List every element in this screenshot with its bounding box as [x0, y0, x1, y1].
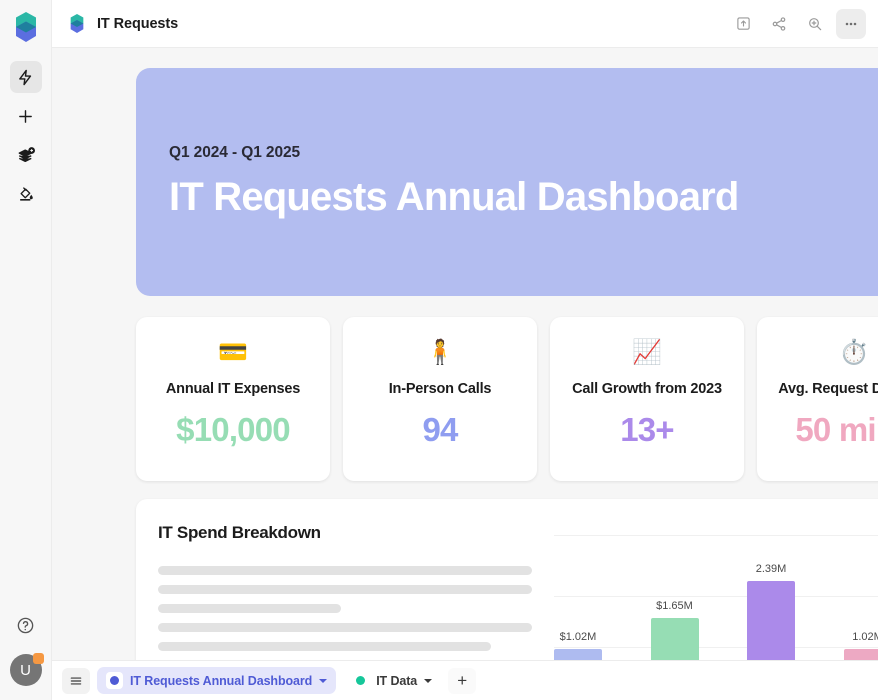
- plus-icon: [19, 109, 32, 123]
- help-button[interactable]: [16, 616, 35, 640]
- skeleton-line: [158, 604, 342, 613]
- avatar-initial: U: [9, 654, 42, 686]
- main-area: IT Requests: [52, 0, 878, 700]
- tab-dot-icon: [356, 676, 366, 685]
- bar-column: $1.65M: [650, 535, 699, 660]
- hero-date-range: Q1 2024 - Q1 2025: [169, 144, 301, 161]
- document-logo-icon: [66, 12, 88, 35]
- hamburger-menu-icon: [70, 677, 82, 684]
- toolbar-actions: [728, 8, 866, 39]
- stat-card-value: 13+: [620, 411, 674, 448]
- sidebar-item-theme[interactable]: [10, 178, 42, 210]
- help-circle-icon: [17, 617, 34, 634]
- bar-value-label: 1.02M: [852, 631, 878, 643]
- page-title: IT Requests: [97, 15, 179, 32]
- stat-card[interactable]: ⏱️ Avg. Request Duration 50 mins: [757, 317, 878, 481]
- bar[interactable]: [843, 649, 878, 660]
- dashboard-canvas: Q1 2024 - Q1 2025 IT Requests Annual Das…: [52, 48, 878, 660]
- stat-card-value: $10,000: [176, 411, 290, 448]
- sidebar-item-add[interactable]: [10, 100, 42, 132]
- hero-title: IT Requests Annual Dashboard: [169, 175, 739, 219]
- stopwatch-emoji: ⏱️: [839, 339, 869, 366]
- tab-dashboard[interactable]: IT Requests Annual Dashboard: [97, 667, 337, 694]
- tab-label: IT Requests Annual Dashboard: [130, 673, 313, 688]
- stat-card-label: Avg. Request Duration: [778, 381, 878, 397]
- stat-card[interactable]: 💳 Annual IT Expenses $10,000: [136, 317, 330, 481]
- bar[interactable]: [650, 618, 699, 660]
- more-horizontal-icon: [845, 22, 857, 25]
- notification-badge: [32, 653, 44, 664]
- export-button[interactable]: [728, 9, 758, 39]
- top-toolbar: IT Requests: [52, 0, 878, 48]
- paint-bucket-icon: [19, 187, 33, 201]
- bar-column: 1.02M: [843, 535, 878, 660]
- zoom-in-icon: [809, 17, 822, 30]
- stat-card-label: In-Person Calls: [388, 381, 492, 397]
- chevron-down-icon[interactable]: [424, 678, 433, 683]
- hero-banner: Q1 2024 - Q1 2025 IT Requests Annual Das…: [136, 68, 878, 296]
- lightning-bolt-icon: [19, 69, 32, 85]
- app-logo-hexagon[interactable]: [15, 12, 37, 47]
- stat-card[interactable]: 🧍 In-Person Calls 94: [343, 317, 537, 481]
- more-options-button[interactable]: [836, 8, 866, 39]
- sidebar-item-templates[interactable]: [10, 139, 42, 171]
- tab-dot-icon: [110, 676, 119, 685]
- zoom-button[interactable]: [800, 9, 830, 39]
- bar-value-label: $1.02M: [559, 631, 597, 643]
- placeholder-text-block: [158, 566, 532, 660]
- layers-add-icon: [18, 147, 35, 163]
- credit-card-emoji: 💳: [218, 339, 248, 366]
- sidebar-item-automations[interactable]: [9, 61, 42, 93]
- tab-icon-box: [352, 672, 370, 689]
- bar-value-label: $1.65M: [656, 600, 693, 612]
- spend-breakdown-panel: IT Spend Breakdown: [136, 499, 878, 660]
- skeleton-line: [158, 585, 532, 594]
- bar[interactable]: [554, 649, 602, 660]
- skeleton-line: [158, 642, 491, 651]
- bar-column: 2.39M: [747, 535, 795, 660]
- tab-label: IT Data: [376, 673, 418, 688]
- skeleton-line: [158, 566, 532, 575]
- panel-text-column: IT Spend Breakdown: [158, 523, 532, 660]
- chevron-down-icon[interactable]: [319, 678, 328, 683]
- bar[interactable]: [747, 581, 795, 660]
- avatar[interactable]: U: [9, 653, 44, 686]
- bar-column: $1.02M: [554, 535, 602, 660]
- stat-card-value: 94: [422, 411, 458, 448]
- bottom-tab-bar: IT Requests Annual Dashboard IT Data +: [52, 660, 878, 700]
- left-sidebar: U: [0, 0, 52, 700]
- export-box-icon: [736, 17, 750, 30]
- tab-icon-box: [106, 672, 123, 689]
- chart-increasing-emoji: 📈: [632, 339, 662, 366]
- stat-card-list: 💳 Annual IT Expenses $10,000 🧍 In-Person…: [136, 317, 878, 481]
- stat-card[interactable]: 📈 Call Growth from 2023 13+: [550, 317, 744, 481]
- bar-value-label: 2.39M: [755, 563, 787, 575]
- stat-card-label: Call Growth from 2023: [572, 381, 722, 397]
- stat-card-value: 50 mins: [795, 411, 878, 448]
- tab-menu-button[interactable]: [62, 667, 90, 694]
- tab-it-data[interactable]: IT Data: [343, 667, 441, 694]
- skeleton-line: [158, 623, 532, 632]
- person-standing-emoji: 🧍: [425, 339, 455, 366]
- panel-title: IT Spend Breakdown: [158, 523, 321, 542]
- add-tab-button[interactable]: +: [448, 667, 477, 694]
- chart-gridlines: [554, 535, 878, 660]
- share-icon: [772, 16, 786, 31]
- share-button[interactable]: [764, 9, 794, 39]
- stat-card-label: Annual IT Expenses: [165, 381, 301, 397]
